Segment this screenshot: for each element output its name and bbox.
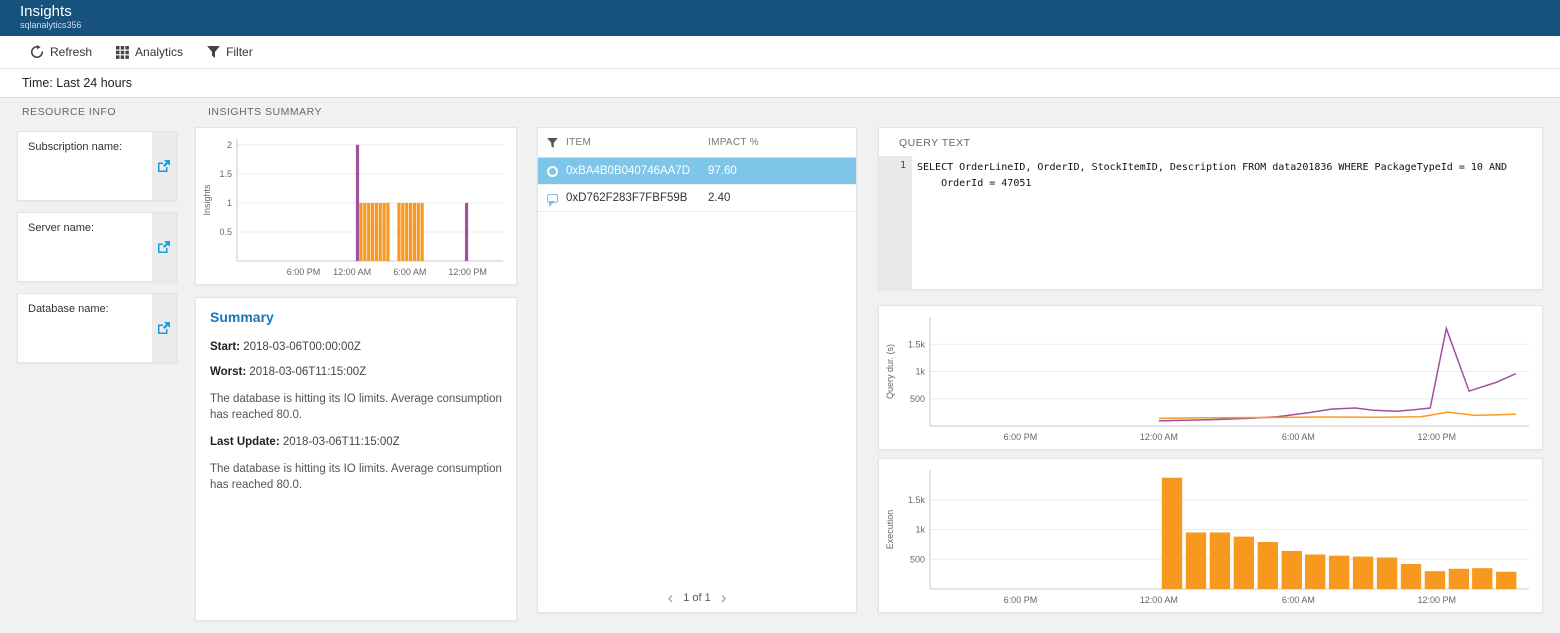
refresh-label: Refresh (50, 45, 93, 59)
pagination: ‹ 1 of 1 › (538, 589, 856, 606)
svg-text:Execution: Execution (885, 510, 895, 550)
analytics-label: Analytics (135, 45, 184, 59)
start-label: Start: (210, 341, 241, 353)
last-update-value: 2018-03-06T11:15:00Z (282, 436, 400, 449)
filter-button[interactable]: Filter (195, 39, 265, 65)
insight-impact: 2.40 (708, 192, 731, 204)
resource-card-database: Database name: (17, 293, 177, 363)
svg-text:6:00 PM: 6:00 PM (287, 267, 321, 277)
insight-row[interactable]: 0xD762F283F7FBF59B 2.40 (538, 185, 856, 212)
comment-icon (538, 193, 566, 207)
refresh-icon (30, 45, 44, 59)
svg-text:1.5k: 1.5k (908, 339, 926, 349)
filter-label: Filter (226, 45, 253, 59)
resource-card-strip (152, 213, 176, 281)
chevron-left-icon[interactable]: ‹ (667, 588, 674, 607)
summary-last-update: Last Update: 2018-03-06T11:15:00Z (210, 436, 502, 448)
resource-card-strip (152, 294, 176, 362)
server-name-label: Server name: (28, 222, 95, 234)
insight-id: 0xD762F283F7FBF59B (566, 192, 688, 204)
resource-card-strip (152, 132, 176, 200)
analytics-button[interactable]: Analytics (104, 39, 195, 65)
svg-text:6:00 PM: 6:00 PM (1004, 432, 1038, 442)
query-duration-chart: 500 1k 1.5k 6:00 PM 12:00 AM 6:00 AM 12:00 PM Q… (882, 309, 1539, 446)
query-duration-chart-card: 500 1k 1.5k 6:00 PM 12:00 AM 6:00 AM 12:00 PM Q… (878, 305, 1543, 450)
last-update-description: The database is hitting its IO limits. A… (210, 463, 502, 492)
circle-icon (538, 165, 566, 177)
line-number-gutter: 1 (879, 156, 912, 289)
subscription-name-label: Subscription name: (28, 141, 123, 153)
svg-text:6:00 AM: 6:00 AM (1282, 432, 1315, 442)
column-header-item[interactable]: ITEM (566, 137, 592, 148)
line-number: 1 (899, 160, 906, 171)
svg-text:12:00 PM: 12:00 PM (448, 267, 487, 277)
database-name-label: Database name: (28, 303, 109, 315)
external-link-icon[interactable] (157, 240, 171, 254)
query-text-panel: QUERY TEXT 1 SELECT OrderLineID, OrderID… (878, 127, 1543, 290)
svg-text:Insights: Insights (202, 184, 212, 216)
svg-text:12:00 AM: 12:00 AM (1140, 595, 1178, 605)
worst-value: 2018-03-06T11:15:00Z (249, 366, 367, 378)
svg-text:12:00 PM: 12:00 PM (1417, 595, 1456, 605)
execution-count-chart-card: 500 1k 1.5k 6:00 PM 12:00 AM 6:00 AM 12:00 PM E… (878, 458, 1543, 613)
insights-summary-heading: INSIGHTS SUMMARY (208, 106, 322, 118)
svg-text:12:00 AM: 12:00 AM (333, 267, 371, 277)
svg-text:6:00 AM: 6:00 AM (393, 267, 426, 277)
svg-text:1.5k: 1.5k (908, 495, 926, 505)
insights-count-chart: 0.5 1 1.5 2 6:00 PM 12:00 AM 6:00 AM 12:00 PM In… (199, 131, 513, 281)
query-text-heading: QUERY TEXT (899, 137, 971, 149)
svg-text:6:00 PM: 6:00 PM (1004, 595, 1038, 605)
summary-card: Summary Start: 2018-03-06T00:00:00Z Wors… (195, 297, 517, 621)
svg-text:Query dur. (s): Query dur. (s) (885, 344, 895, 399)
svg-text:1k: 1k (915, 367, 925, 377)
summary-start: Start: 2018-03-06T00:00:00Z (210, 341, 502, 353)
summary-title: Summary (210, 309, 274, 325)
filter-icon[interactable] (538, 137, 566, 148)
svg-text:500: 500 (910, 554, 925, 564)
svg-text:500: 500 (910, 394, 925, 404)
titlebar: Insights sqlanalytics356 (0, 0, 1560, 36)
time-range-bar[interactable]: Time: Last 24 hours (0, 69, 1560, 98)
refresh-button[interactable]: Refresh (18, 39, 104, 65)
resource-name: sqlanalytics356 (20, 20, 82, 30)
summary-worst: Worst: 2018-03-06T11:15:00Z (210, 366, 502, 378)
svg-text:0.5: 0.5 (219, 227, 232, 237)
page-title: Insights (20, 3, 72, 20)
analytics-icon (116, 45, 129, 59)
svg-text:1k: 1k (915, 525, 925, 535)
worst-label: Worst: (210, 366, 247, 378)
external-link-icon[interactable] (157, 321, 171, 335)
sql-text: SELECT OrderLineID, OrderID, StockItemID… (917, 162, 1508, 189)
worst-description: The database is hitting its IO limits. A… (210, 393, 502, 422)
resource-card-server: Server name: (17, 212, 177, 282)
svg-text:1.5: 1.5 (219, 169, 232, 179)
toolbar: Refresh Analytics Filter (0, 36, 1560, 69)
list-header: ITEM IMPACT % (538, 128, 856, 158)
insights-list-card: ITEM IMPACT % 0xBA4B0B040746AA7D 97.60 0… (537, 127, 857, 613)
main-content: RESOURCE INFO Subscription name: Server … (0, 98, 1560, 633)
insight-row[interactable]: 0xBA4B0B040746AA7D 97.60 (538, 158, 856, 185)
external-link-icon[interactable] (157, 159, 171, 173)
last-update-label: Last Update: (210, 436, 280, 449)
svg-text:12:00 AM: 12:00 AM (1140, 432, 1178, 442)
svg-text:6:00 AM: 6:00 AM (1282, 595, 1315, 605)
insight-id: 0xBA4B0B040746AA7D (566, 165, 691, 177)
time-range-label: Time: Last 24 hours (22, 76, 133, 90)
resource-card-subscription: Subscription name: (17, 131, 177, 201)
chevron-right-icon[interactable]: › (720, 588, 727, 607)
resource-info-heading: RESOURCE INFO (22, 106, 117, 118)
svg-text:12:00 PM: 12:00 PM (1417, 432, 1456, 442)
sql-code-area[interactable]: 1 SELECT OrderLineID, OrderID, StockItem… (879, 156, 1542, 289)
start-value: 2018-03-06T00:00:00Z (243, 341, 361, 353)
execution-count-chart: 500 1k 1.5k 6:00 PM 12:00 AM 6:00 AM 12:00 PM E… (882, 462, 1539, 609)
filter-icon (207, 46, 221, 58)
insights-count-chart-card: 0.5 1 1.5 2 6:00 PM 12:00 AM 6:00 AM 12:00 PM In… (195, 127, 517, 285)
column-header-impact[interactable]: IMPACT % (708, 137, 759, 148)
svg-text:1: 1 (227, 198, 232, 208)
page-indicator: 1 of 1 (683, 591, 711, 604)
svg-text:2: 2 (227, 140, 232, 150)
insight-impact: 97.60 (708, 165, 737, 177)
